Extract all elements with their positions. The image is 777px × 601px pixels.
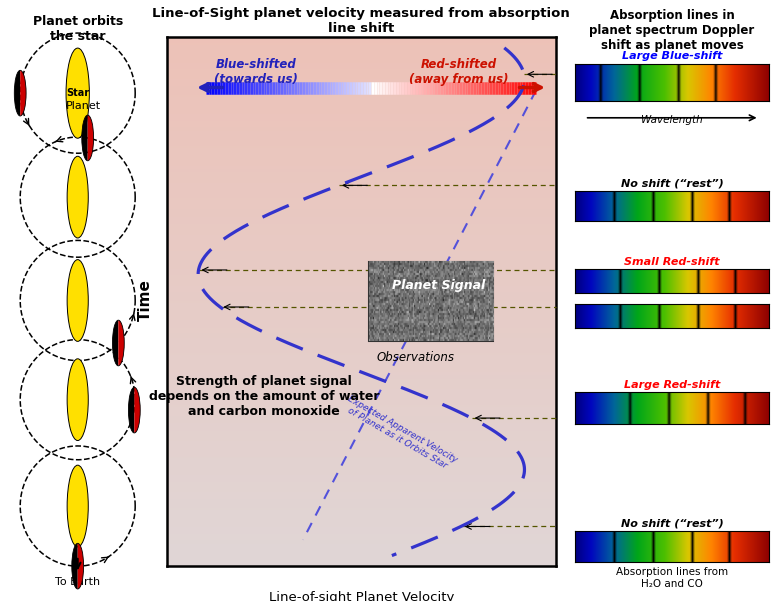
Text: Wavelength: Wavelength — [641, 115, 703, 125]
Polygon shape — [134, 387, 140, 433]
Polygon shape — [20, 70, 26, 116]
Text: Line-of-sight Planet Velocity: Line-of-sight Planet Velocity — [269, 591, 454, 601]
Polygon shape — [78, 543, 84, 589]
Bar — [369, 262, 493, 341]
Text: No shift (“rest”): No shift (“rest”) — [621, 518, 723, 528]
Text: Small Red-shift: Small Red-shift — [624, 257, 720, 267]
Text: Large Blue-shift: Large Blue-shift — [622, 51, 723, 61]
Circle shape — [67, 359, 89, 441]
Circle shape — [67, 156, 89, 238]
Circle shape — [67, 260, 89, 341]
Text: Expected Apparent Velocity
of Planet as it Orbits Star: Expected Apparent Velocity of Planet as … — [341, 394, 459, 474]
Text: To Earth: To Earth — [55, 577, 100, 587]
Text: Planet orbits
the star: Planet orbits the star — [33, 15, 123, 43]
Text: Planet Signal: Planet Signal — [392, 279, 486, 292]
Text: No shift (“rest”): No shift (“rest”) — [621, 178, 723, 189]
Text: Strength of planet signal
depends on the amount of water
and carbon monoxide: Strength of planet signal depends on the… — [149, 376, 379, 418]
Polygon shape — [118, 320, 124, 366]
Text: Blue-shifted
(towards us): Blue-shifted (towards us) — [214, 58, 298, 87]
Polygon shape — [71, 543, 78, 589]
Text: Large Red-shift: Large Red-shift — [624, 380, 720, 390]
Text: Absorption lines in
planet spectrum Doppler
shift as planet moves: Absorption lines in planet spectrum Dopp… — [590, 9, 754, 52]
Polygon shape — [14, 70, 20, 116]
Circle shape — [67, 465, 89, 547]
Text: Line-of-Sight planet velocity measured from absorption
line shift: Line-of-Sight planet velocity measured f… — [152, 7, 570, 35]
Text: Planet: Planet — [65, 101, 100, 111]
Polygon shape — [128, 387, 134, 433]
Polygon shape — [113, 320, 118, 366]
Polygon shape — [82, 115, 88, 161]
Text: Time: Time — [138, 279, 153, 322]
Text: Star: Star — [66, 88, 89, 98]
Text: Observations: Observations — [377, 351, 455, 364]
Text: Absorption lines from
H₂O and CO: Absorption lines from H₂O and CO — [616, 567, 728, 589]
Polygon shape — [88, 115, 93, 161]
Circle shape — [66, 48, 89, 138]
Text: Red-shifted
(away from us): Red-shifted (away from us) — [409, 58, 508, 87]
